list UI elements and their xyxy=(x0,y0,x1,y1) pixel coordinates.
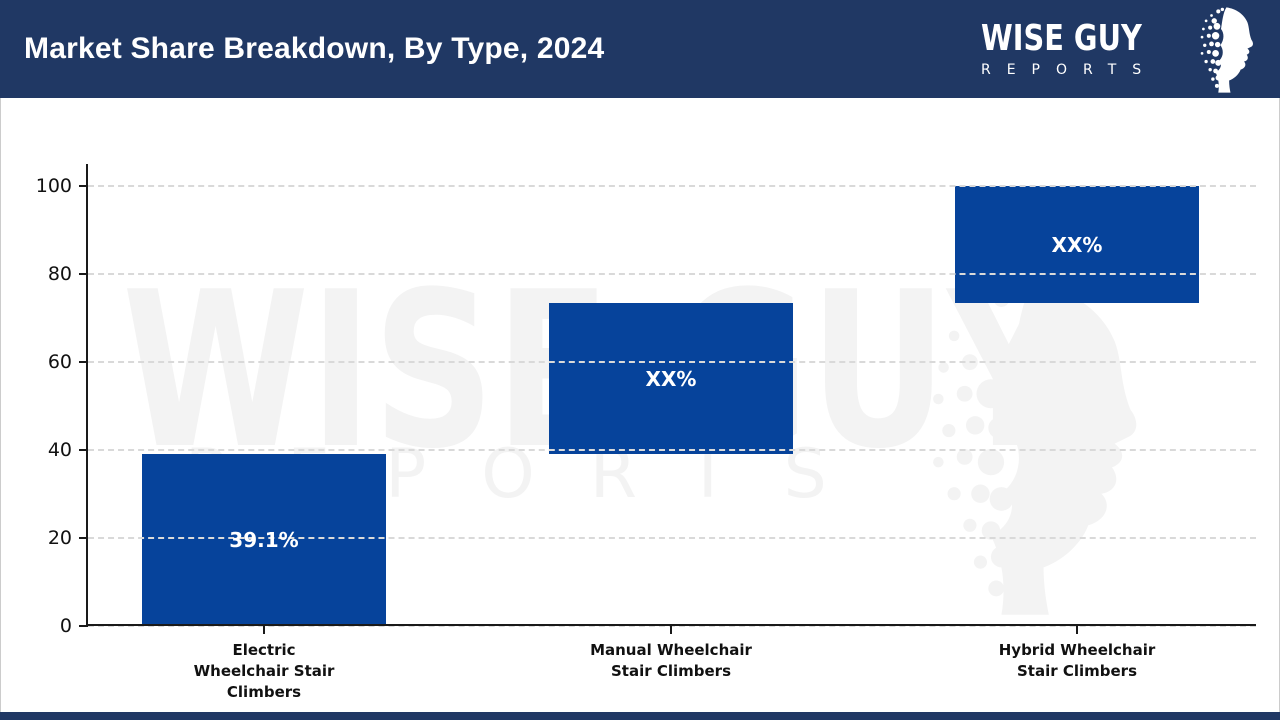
x-category-label: Manual Wheelchair Stair Climbers xyxy=(590,641,752,680)
bar-2 xyxy=(549,303,793,454)
y-tick-label: 20 xyxy=(47,527,72,549)
x-tick xyxy=(670,626,672,634)
x-tick xyxy=(263,626,265,634)
header-bar: Market Share Breakdown, By Type, 2024 WI… xyxy=(0,0,1280,98)
x-category-label: Electric Wheelchair Stair Climbers xyxy=(193,641,335,701)
y-tick-label: 80 xyxy=(47,263,72,285)
bar-1 xyxy=(142,453,386,626)
gridline-80 xyxy=(88,273,1256,275)
footer-strip xyxy=(0,712,1280,720)
x-axis-line xyxy=(88,624,1256,626)
logo-wordmark: WISE GUY xyxy=(980,17,1142,59)
gridline-100 xyxy=(88,185,1256,187)
bar-value-label: 39.1% xyxy=(229,527,299,552)
y-tick xyxy=(79,449,88,451)
wise-guy-reports-logo: WISE GUY REPORTS xyxy=(981,4,1256,94)
gridline-0 xyxy=(88,625,1256,627)
gridline-60 xyxy=(88,361,1256,363)
y-tick-label: 40 xyxy=(47,439,72,461)
bar-value-label: XX% xyxy=(645,366,697,391)
y-tick-label: 0 xyxy=(59,615,72,637)
dotted-head-icon xyxy=(1186,6,1256,94)
gridline-20 xyxy=(88,537,1256,539)
x-tick xyxy=(1076,626,1078,634)
logo-subtext: REPORTS xyxy=(980,61,1158,78)
y-tick xyxy=(79,361,88,363)
bar-value-label: XX% xyxy=(1051,232,1103,257)
y-axis-line xyxy=(86,164,88,626)
y-tick xyxy=(79,537,88,539)
y-tick-label: 100 xyxy=(35,175,72,197)
y-tick xyxy=(79,273,88,275)
y-tick-label: 60 xyxy=(47,351,72,373)
logo-text: WISE GUY REPORTS xyxy=(980,17,1182,78)
page-title: Market Share Breakdown, By Type, 2024 xyxy=(24,32,605,65)
x-category-label: Hybrid Wheelchair Stair Climbers xyxy=(998,641,1156,680)
y-tick xyxy=(79,185,88,187)
y-tick xyxy=(79,625,88,627)
gridline-40 xyxy=(88,449,1256,451)
